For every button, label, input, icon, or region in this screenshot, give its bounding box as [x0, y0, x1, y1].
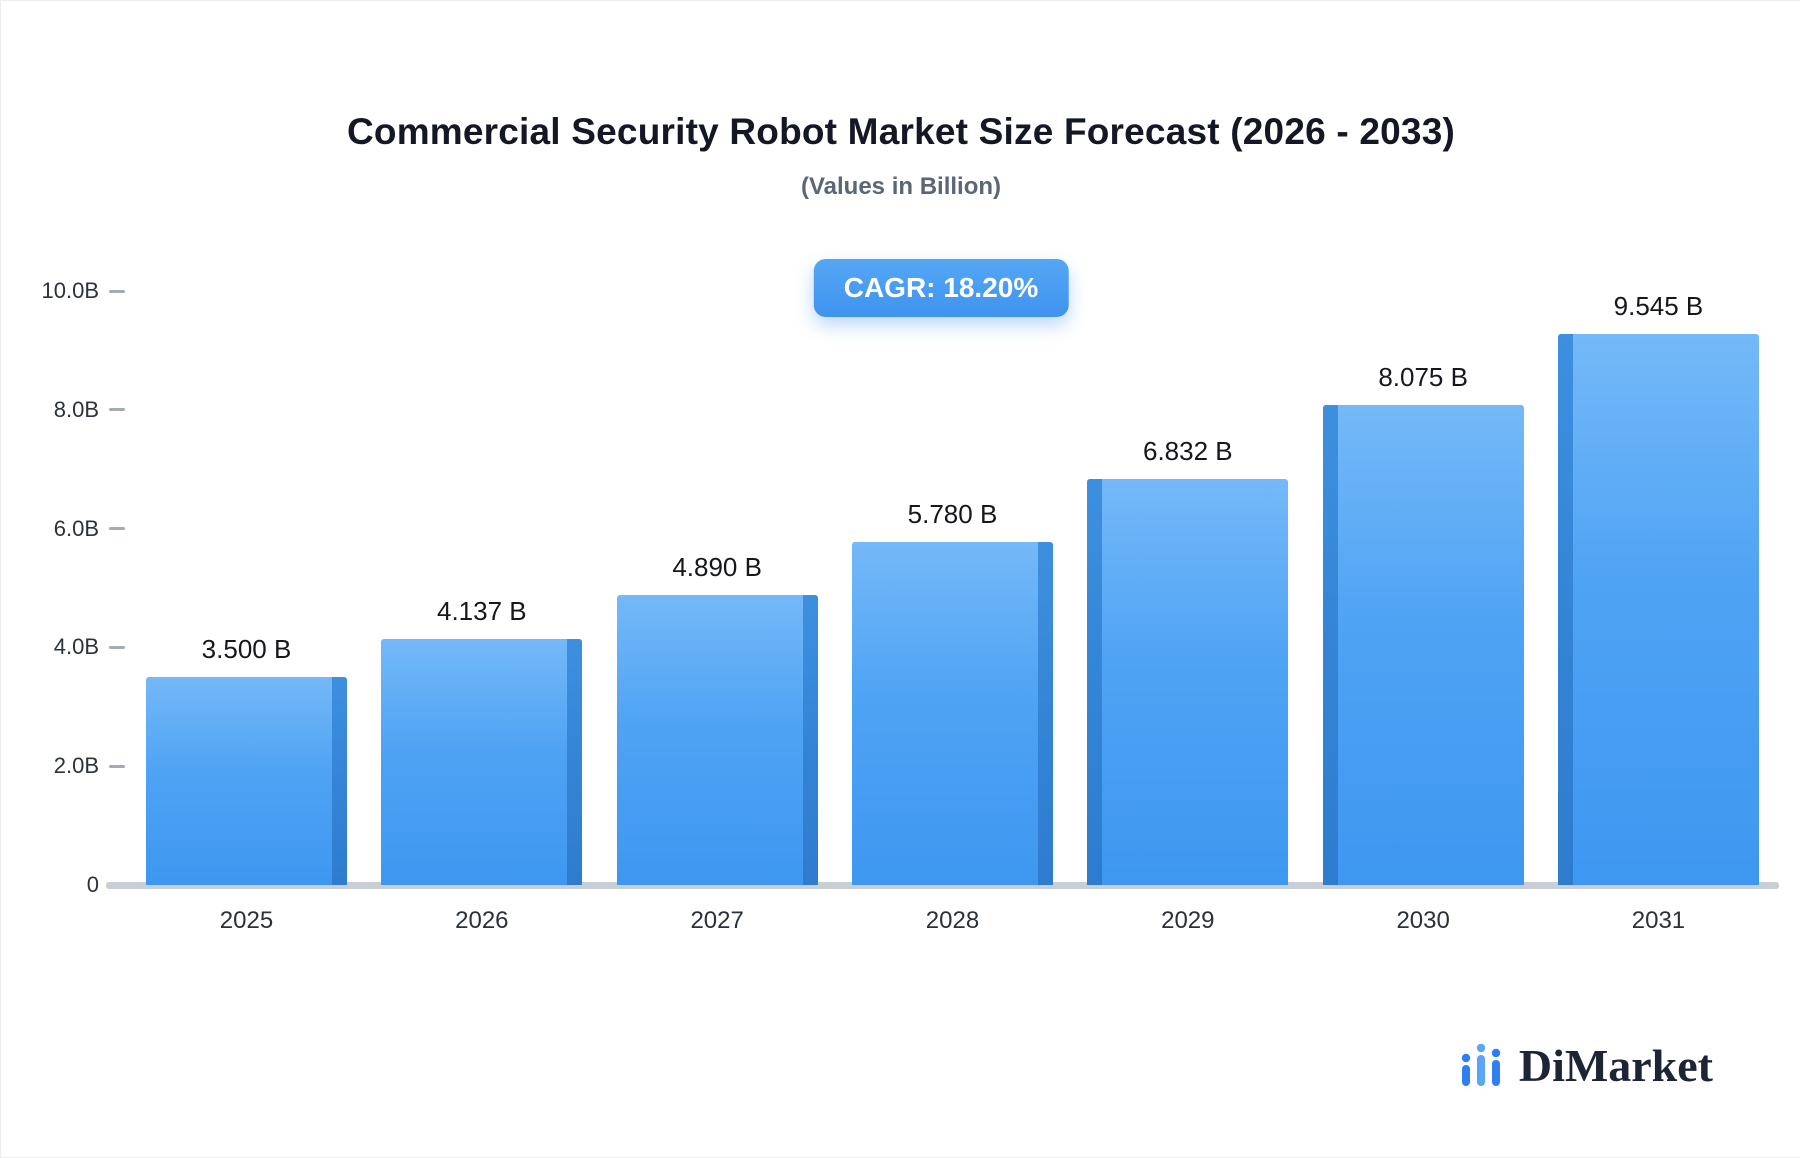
tick-dash	[109, 527, 125, 531]
y-tick: 2.0B	[1, 753, 125, 779]
bar-group: 4.890 B 2027	[616, 291, 818, 934]
cagr-badge: CAGR: 18.20%	[813, 259, 1069, 317]
bar-value-label: 8.075 B	[1378, 362, 1468, 393]
y-tick-label: 8.0B	[53, 396, 99, 422]
tick-dash	[109, 289, 125, 293]
bar	[146, 677, 347, 885]
bar-value-label: 3.500 B	[201, 634, 292, 665]
tick-dash	[109, 645, 125, 649]
bar-value-label: 4.890 B	[672, 551, 762, 582]
bar-value-label: 5.780 B	[907, 498, 998, 529]
bar-group: 4.137 B 2026	[381, 291, 583, 934]
x-axis-baseline	[106, 882, 1779, 889]
y-tick-label: 6.0B	[53, 515, 99, 541]
y-tick: 8.0B	[1, 397, 125, 423]
bar-edge-shade	[1557, 334, 1573, 885]
y-tick: 6.0B	[1, 516, 125, 542]
bar-group: 6.832 B 2029	[1087, 291, 1289, 934]
x-axis-label: 2029	[1161, 907, 1215, 934]
y-tick-label: 10.0B	[41, 278, 100, 303]
bar-group: 5.780 B 2028	[851, 291, 1053, 934]
tick-dash	[109, 764, 125, 768]
bar	[1322, 405, 1524, 885]
x-axis-label: 2028	[925, 907, 980, 934]
chart-title: Commercial Security Robot Market Size Fo…	[346, 111, 1456, 152]
y-tick-label: 0	[86, 872, 99, 897]
x-axis-label: 2025	[219, 907, 274, 934]
bar-edge-shade	[567, 639, 583, 885]
y-tick: 10.0B	[1, 278, 125, 304]
y-axis: 0 2.0B 4.0B 6.0B 8.0B 10.0B	[1, 278, 125, 897]
bar-edge-shade	[1087, 479, 1103, 885]
logo-text: DiMarket	[1518, 1040, 1713, 1091]
chart-subtitle: (Values in Billion)	[800, 173, 1002, 200]
bar	[381, 639, 583, 885]
mini-bar-chart-icon	[1457, 1041, 1505, 1089]
bar-group: 8.075 B 2030	[1322, 291, 1524, 934]
y-tick-label: 4.0B	[53, 634, 99, 660]
bar	[1557, 334, 1759, 885]
x-axis-label: 2030	[1396, 907, 1450, 934]
bar-value-label: 9.545 B	[1613, 291, 1704, 321]
bar-group: 3.500 B 2025	[146, 291, 347, 934]
y-tick-label: 2.0B	[53, 753, 99, 779]
tick-dash	[109, 408, 125, 412]
bar-edge-shade	[802, 594, 818, 885]
bar-edge-shade	[1322, 405, 1338, 885]
bar	[851, 541, 1053, 885]
x-axis-label: 2027	[690, 907, 744, 934]
bar-edge-shade	[1037, 541, 1053, 885]
plot-area: 3.500 B 2025 4.137 B 2026 4.890 B 2027 5.780 B…	[146, 291, 1759, 934]
bar	[616, 594, 818, 885]
brand-logo: DiMarket	[1457, 1041, 1713, 1089]
bar-edge-shade	[332, 677, 347, 885]
y-tick: 4.0B	[1, 634, 125, 660]
bar	[1087, 479, 1289, 885]
bar-group: 9.545 B 2031	[1557, 291, 1759, 934]
x-axis-label: 2026	[455, 907, 509, 934]
bar-value-label: 6.832 B	[1142, 436, 1233, 467]
bar-value-label: 4.137 B	[437, 596, 527, 627]
x-axis-label: 2031	[1631, 907, 1686, 934]
